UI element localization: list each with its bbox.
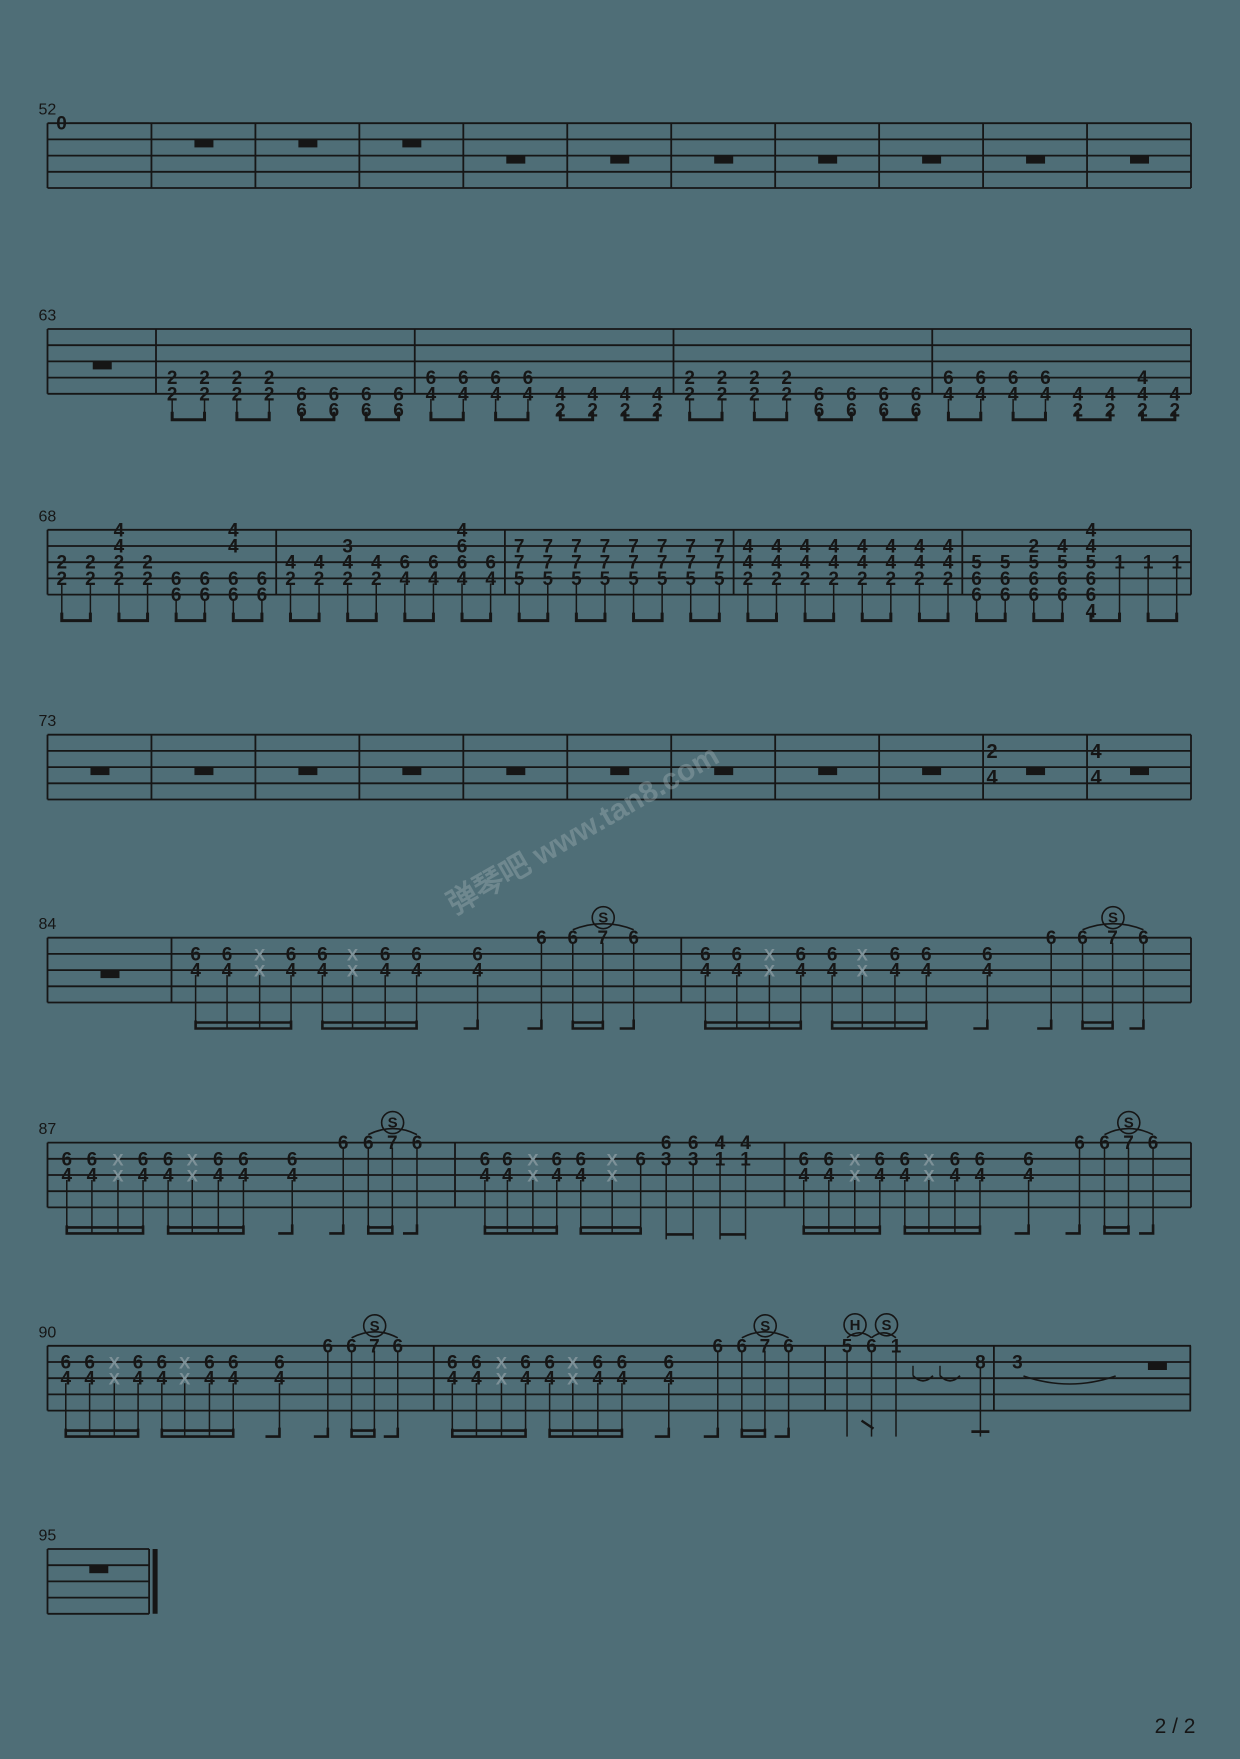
svg-text:0: 0 — [56, 114, 67, 135]
svg-text:2: 2 — [987, 741, 998, 763]
svg-text:4: 4 — [987, 767, 999, 789]
svg-text:4: 4 — [1090, 767, 1102, 789]
svg-text:3: 3 — [1012, 1353, 1023, 1374]
svg-text:S: S — [370, 1318, 380, 1335]
svg-text:84: 84 — [39, 916, 57, 933]
svg-text:H: H — [850, 1317, 861, 1334]
svg-text:63: 63 — [39, 308, 57, 325]
svg-text:95: 95 — [39, 1528, 57, 1545]
svg-text:S: S — [760, 1318, 770, 1335]
svg-text:87: 87 — [39, 1121, 57, 1138]
svg-text:68: 68 — [39, 508, 57, 525]
svg-text:4: 4 — [228, 537, 239, 558]
svg-text:S: S — [882, 1317, 892, 1334]
svg-text:2 / 2: 2 / 2 — [1155, 1715, 1196, 1738]
svg-text:S: S — [1124, 1115, 1134, 1132]
svg-text:4: 4 — [1090, 741, 1102, 763]
svg-text:73: 73 — [39, 713, 57, 730]
svg-text:90: 90 — [39, 1324, 57, 1341]
svg-text:S: S — [1108, 910, 1118, 927]
svg-text:52: 52 — [39, 102, 57, 119]
svg-text:S: S — [388, 1115, 398, 1132]
svg-text:S: S — [598, 910, 608, 927]
